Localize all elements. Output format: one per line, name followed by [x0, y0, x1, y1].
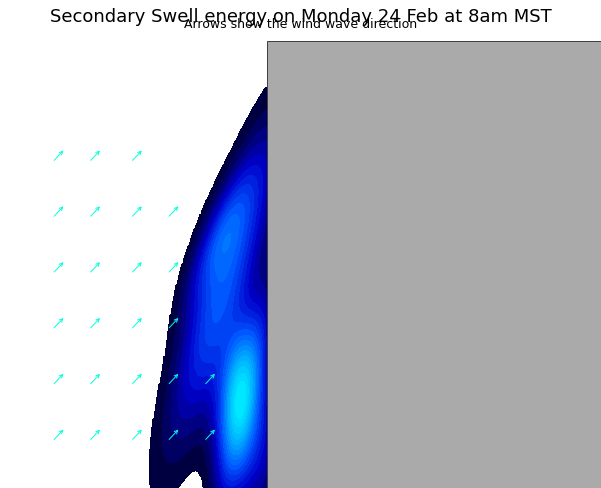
Bar — [266, 41, 601, 488]
Text: Arrows show the wind wave direction: Arrows show the wind wave direction — [184, 18, 417, 31]
Text: Secondary Swell energy on Monday 24 Feb at 8am MST: Secondary Swell energy on Monday 24 Feb … — [50, 8, 551, 26]
